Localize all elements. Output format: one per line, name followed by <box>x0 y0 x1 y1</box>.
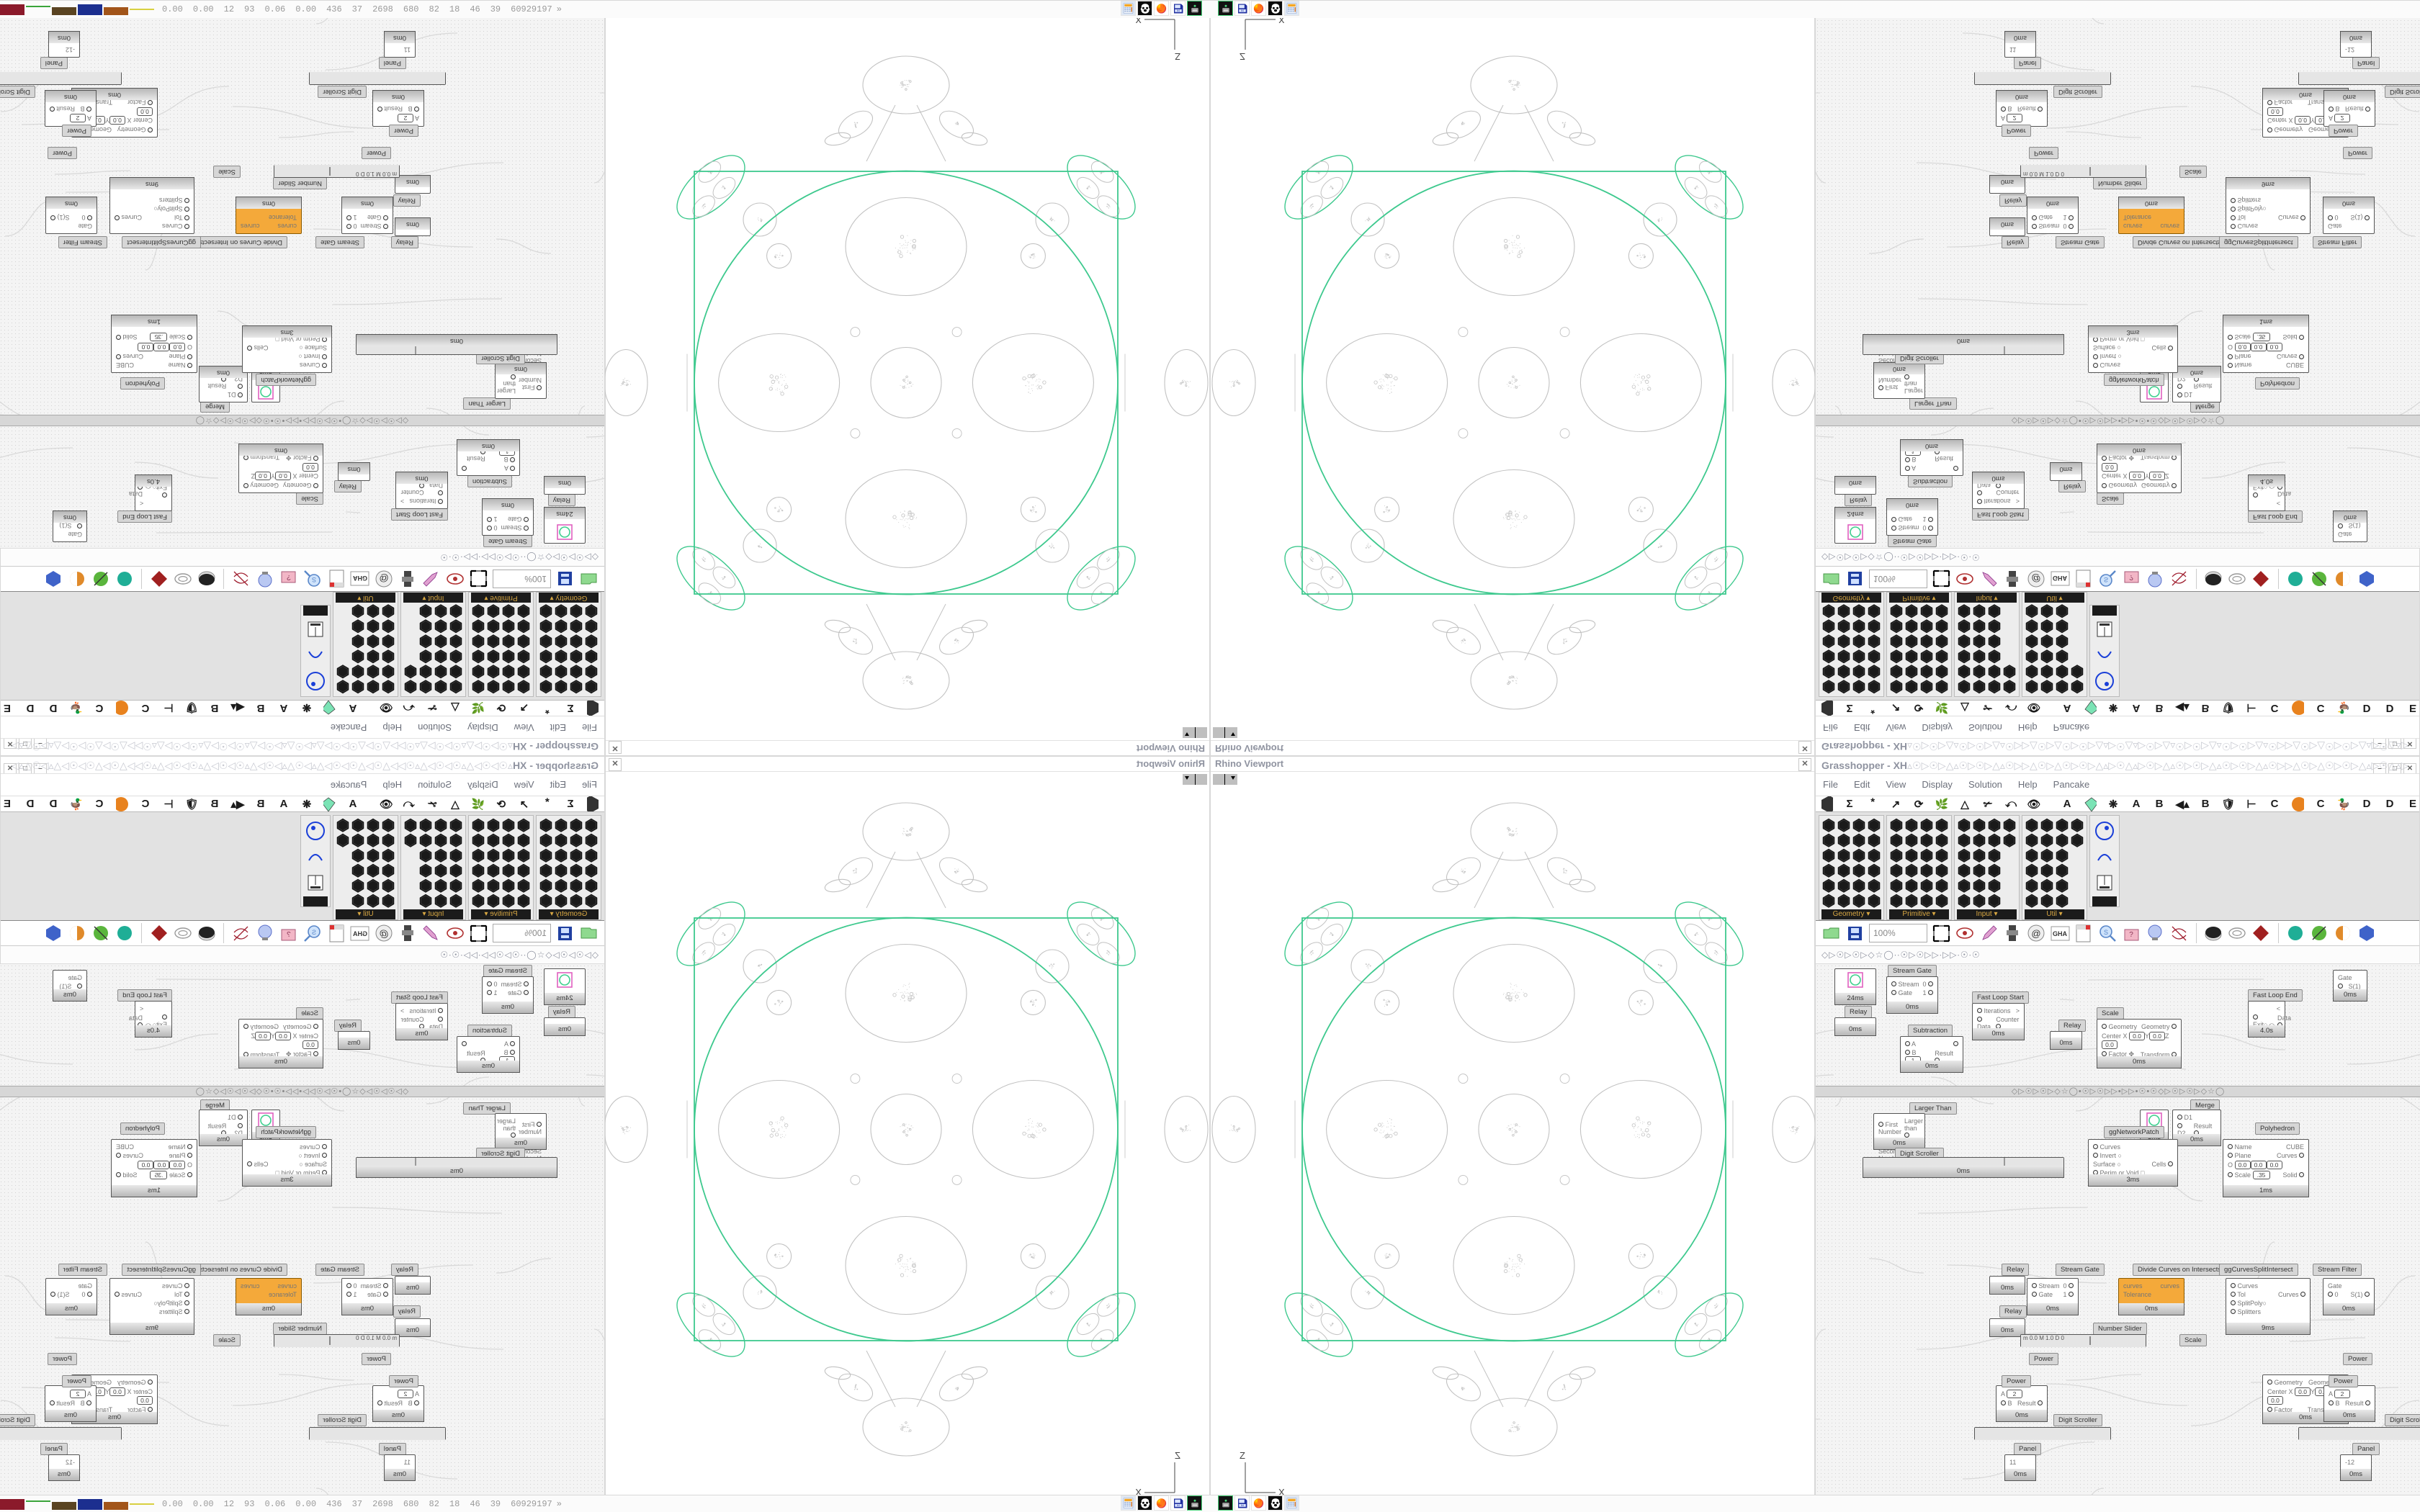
svg-text:@: @ <box>379 928 388 939</box>
svg-text:S: S <box>2104 577 2108 584</box>
svg-text:?: ? <box>2129 574 2133 582</box>
svg-text:S: S <box>312 577 316 584</box>
svg-text:@: @ <box>2031 574 2040 585</box>
svg-text:Z: Z <box>1240 51 1245 62</box>
svg-text:GHA: GHA <box>2053 575 2068 582</box>
svg-text:Z: Z <box>1175 51 1180 62</box>
svg-text:Z: Z <box>1175 1450 1180 1461</box>
svg-text:@: @ <box>2031 928 2040 939</box>
svg-text:?: ? <box>287 574 291 582</box>
svg-text:GHA: GHA <box>353 575 368 582</box>
svg-text:?: ? <box>287 931 291 939</box>
svg-text:Z: Z <box>1240 1450 1245 1461</box>
svg-text:?: ? <box>2129 931 2133 939</box>
svg-text:S: S <box>312 929 316 936</box>
svg-text:64: 64 <box>1241 1504 1244 1507</box>
svg-text:GHA: GHA <box>353 930 368 937</box>
svg-text:GHA: GHA <box>2053 930 2068 937</box>
svg-text:64: 64 <box>1177 1504 1180 1507</box>
svg-text:64: 64 <box>1177 9 1180 12</box>
svg-text:64: 64 <box>1241 9 1244 12</box>
svg-text:S: S <box>2104 929 2108 936</box>
svg-text:@: @ <box>379 574 388 585</box>
